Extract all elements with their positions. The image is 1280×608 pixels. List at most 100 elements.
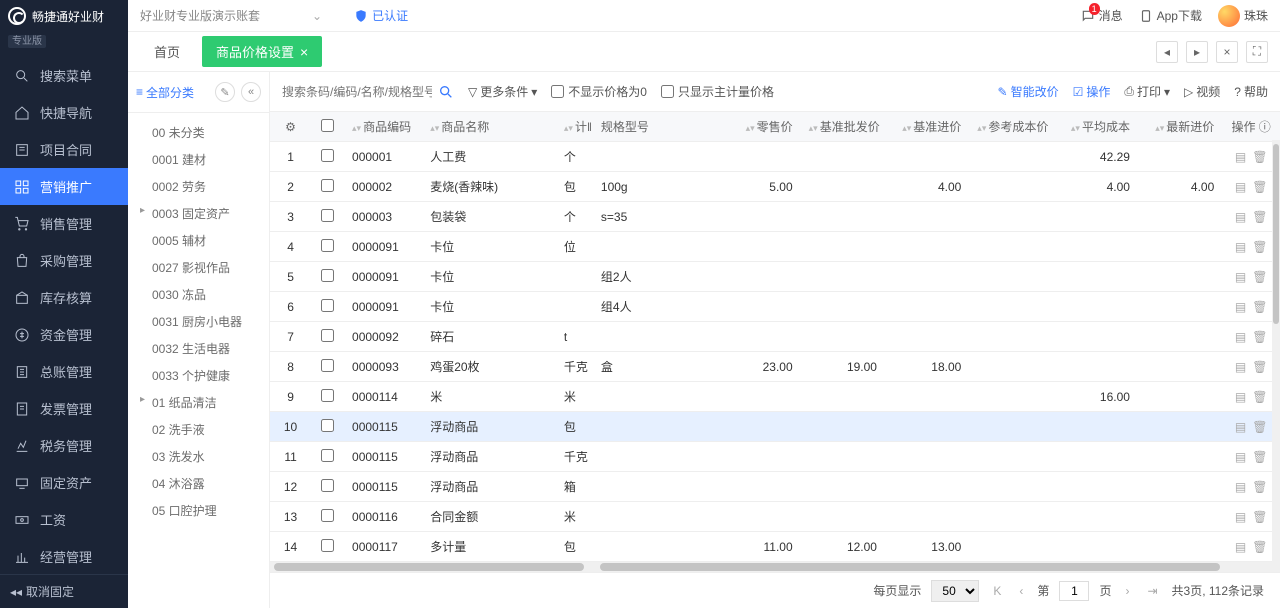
tab-nav-next[interactable]: ▸ bbox=[1186, 41, 1208, 63]
row-delete-icon[interactable]: 🗑 bbox=[1252, 300, 1267, 314]
row-edit-icon[interactable]: ▤ bbox=[1235, 180, 1246, 194]
row-edit-icon[interactable]: ▤ bbox=[1235, 510, 1246, 524]
row-checkbox[interactable] bbox=[321, 179, 334, 192]
row-delete-icon[interactable]: 🗑 bbox=[1252, 510, 1267, 524]
table-row[interactable]: 110000115浮动商品千克▤🗑 bbox=[270, 442, 1280, 472]
category-item[interactable]: 0005 辅材 bbox=[128, 227, 269, 254]
row-edit-icon[interactable]: ▤ bbox=[1235, 330, 1246, 344]
row-edit-icon[interactable]: ▤ bbox=[1235, 450, 1246, 464]
hide-zero-input[interactable] bbox=[551, 85, 564, 98]
category-item[interactable]: 00 未分类 bbox=[128, 119, 269, 146]
help-link[interactable]: ?帮助 bbox=[1234, 83, 1268, 100]
row-edit-icon[interactable]: ▤ bbox=[1235, 210, 1246, 224]
messages-link[interactable]: 消息 1 bbox=[1081, 7, 1123, 24]
row-delete-icon[interactable]: 🗑 bbox=[1252, 540, 1267, 554]
table-row[interactable]: 1000001人工费个42.29▤🗑 bbox=[270, 142, 1280, 172]
col-code[interactable]: ▴▾商品编码 bbox=[344, 112, 422, 142]
select-all-checkbox[interactable] bbox=[321, 119, 334, 132]
menu-item-bag[interactable]: 采购管理 bbox=[0, 242, 128, 279]
tab-close-icon[interactable]: × bbox=[300, 44, 308, 60]
table-row[interactable]: 100000115浮动商品包▤🗑 bbox=[270, 412, 1280, 442]
col-select-all[interactable] bbox=[311, 112, 344, 142]
row-delete-icon[interactable]: 🗑 bbox=[1252, 390, 1267, 404]
menu-item-money[interactable]: 资金管理 bbox=[0, 316, 128, 353]
row-delete-icon[interactable]: 🗑 bbox=[1252, 240, 1267, 254]
all-categories-link[interactable]: ≡ 全部分类 bbox=[136, 84, 194, 101]
row-delete-icon[interactable]: 🗑 bbox=[1252, 480, 1267, 494]
fullscreen-toggle[interactable]: ⛶ bbox=[1246, 41, 1268, 63]
row-checkbox[interactable] bbox=[321, 539, 334, 552]
tab-home[interactable]: 首页 bbox=[140, 36, 194, 67]
row-select[interactable] bbox=[311, 532, 344, 562]
menu-item-ledger[interactable]: 总账管理 bbox=[0, 353, 128, 390]
row-edit-icon[interactable]: ▤ bbox=[1235, 300, 1246, 314]
table-row[interactable]: 90000114米米16.00▤🗑 bbox=[270, 382, 1280, 412]
category-item[interactable]: 0033 个护健康 bbox=[128, 362, 269, 389]
row-checkbox[interactable] bbox=[321, 329, 334, 342]
row-checkbox[interactable] bbox=[321, 449, 334, 462]
table-row[interactable]: 120000115浮动商品箱▤🗑 bbox=[270, 472, 1280, 502]
category-collapse-button[interactable]: « bbox=[241, 82, 261, 102]
page-input[interactable] bbox=[1059, 581, 1089, 601]
operate-link[interactable]: ☑操作 bbox=[1073, 83, 1111, 100]
tab-close-all[interactable]: × bbox=[1216, 41, 1238, 63]
row-edit-icon[interactable]: ▤ bbox=[1235, 240, 1246, 254]
category-edit-button[interactable]: ✎ bbox=[215, 82, 235, 102]
row-checkbox[interactable] bbox=[321, 359, 334, 372]
row-delete-icon[interactable]: 🗑 bbox=[1252, 270, 1267, 284]
menu-item-tax[interactable]: 税务管理 bbox=[0, 427, 128, 464]
row-edit-icon[interactable]: ▤ bbox=[1235, 270, 1246, 284]
table-row[interactable]: 40000091卡位位▤🗑 bbox=[270, 232, 1280, 262]
page-first[interactable]: K bbox=[989, 584, 1005, 598]
category-item[interactable]: 02 洗手液 bbox=[128, 416, 269, 443]
col-settings[interactable]: ⚙ bbox=[270, 112, 311, 142]
category-item[interactable]: 0027 影视作品 bbox=[128, 254, 269, 281]
menu-item-search[interactable]: 搜索菜单 bbox=[0, 57, 128, 94]
row-checkbox[interactable] bbox=[321, 389, 334, 402]
horizontal-scrollbar[interactable] bbox=[270, 562, 1280, 572]
category-item[interactable]: 0030 冻品 bbox=[128, 281, 269, 308]
menu-item-grid[interactable]: 营销推广 bbox=[0, 168, 128, 205]
row-delete-icon[interactable]: 🗑 bbox=[1252, 150, 1267, 164]
video-link[interactable]: ▷视频 bbox=[1184, 83, 1220, 100]
row-select[interactable] bbox=[311, 262, 344, 292]
row-select[interactable] bbox=[311, 502, 344, 532]
row-checkbox[interactable] bbox=[321, 509, 334, 522]
category-item[interactable]: 0032 生活电器 bbox=[128, 335, 269, 362]
row-select[interactable] bbox=[311, 232, 344, 262]
row-select[interactable] bbox=[311, 292, 344, 322]
row-select[interactable] bbox=[311, 382, 344, 412]
search-icon[interactable] bbox=[438, 84, 454, 100]
row-select[interactable] bbox=[311, 442, 344, 472]
col-retail[interactable]: ▴▾零售价 bbox=[716, 112, 800, 142]
col-spec[interactable]: 规格型号 bbox=[593, 112, 716, 142]
row-delete-icon[interactable]: 🗑 bbox=[1252, 360, 1267, 374]
table-row[interactable]: 130000116合同金额米▤🗑 bbox=[270, 502, 1280, 532]
page-prev[interactable]: ‹ bbox=[1015, 584, 1027, 598]
row-edit-icon[interactable]: ▤ bbox=[1235, 480, 1246, 494]
menu-item-asset[interactable]: 固定资产 bbox=[0, 464, 128, 501]
row-checkbox[interactable] bbox=[321, 269, 334, 282]
only-main-input[interactable] bbox=[661, 85, 674, 98]
table-row[interactable]: 50000091卡位组2人▤🗑 bbox=[270, 262, 1280, 292]
row-checkbox[interactable] bbox=[321, 419, 334, 432]
smart-edit-link[interactable]: ✎智能改价 bbox=[998, 83, 1059, 100]
row-select[interactable] bbox=[311, 472, 344, 502]
row-delete-icon[interactable]: 🗑 bbox=[1252, 180, 1267, 194]
category-item[interactable]: 0031 厨房小电器 bbox=[128, 308, 269, 335]
row-select[interactable] bbox=[311, 142, 344, 172]
row-select[interactable] bbox=[311, 412, 344, 442]
hscroll-thumb-2[interactable] bbox=[600, 563, 1220, 571]
print-link[interactable]: ⎙打印▾ bbox=[1124, 83, 1170, 100]
table-row[interactable]: 2000002麦烧(香辣味)包100g5.004.004.004.00▤🗑 bbox=[270, 172, 1280, 202]
row-checkbox[interactable] bbox=[321, 299, 334, 312]
row-delete-icon[interactable]: 🗑 bbox=[1252, 420, 1267, 434]
row-delete-icon[interactable]: 🗑 bbox=[1252, 210, 1267, 224]
row-select[interactable] bbox=[311, 172, 344, 202]
menu-item-proj[interactable]: 项目合同 bbox=[0, 131, 128, 168]
row-delete-icon[interactable]: 🗑 bbox=[1252, 450, 1267, 464]
col-avgcost[interactable]: ▴▾平均成本 bbox=[1054, 112, 1138, 142]
col-name[interactable]: ▴▾商品名称 bbox=[422, 112, 556, 142]
row-delete-icon[interactable]: 🗑 bbox=[1252, 330, 1267, 344]
app-download-link[interactable]: App下载 bbox=[1139, 7, 1202, 24]
